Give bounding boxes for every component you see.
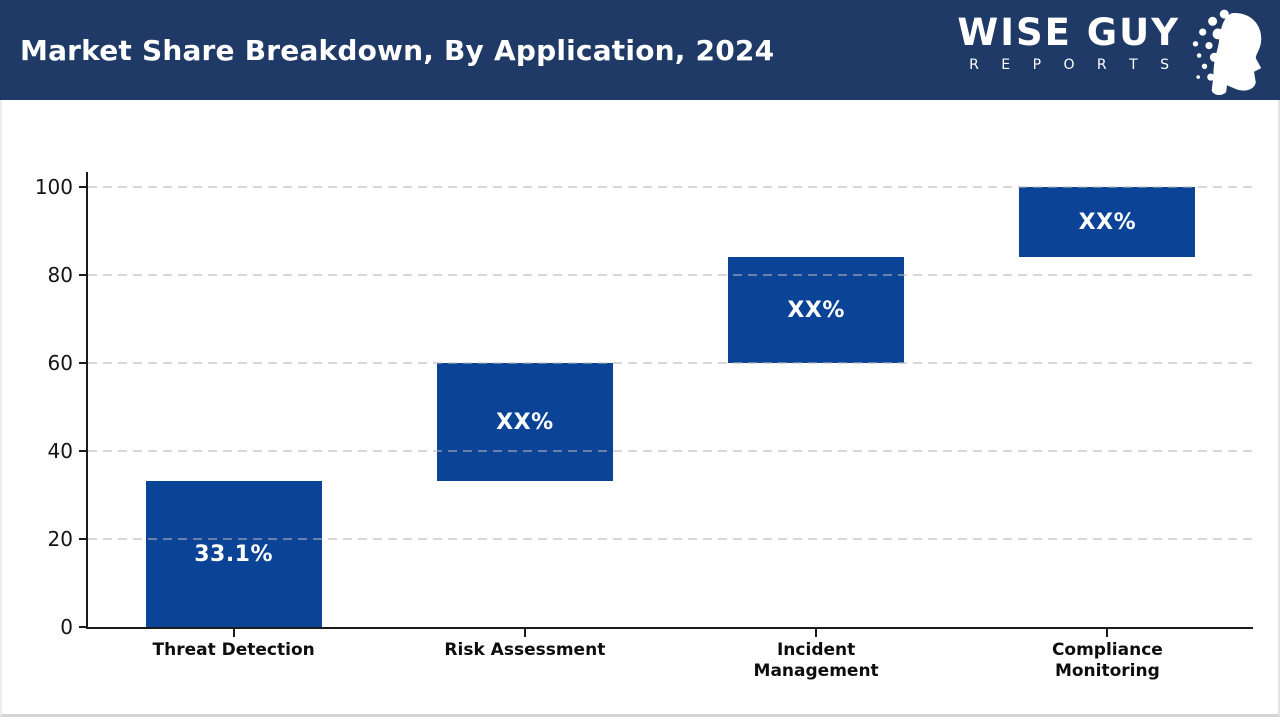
brand-logo: WISE GUY R E P O R T S (957, 14, 1180, 72)
brand-name: WISE GUY (957, 11, 1180, 54)
brand-subtitle: R E P O R T S (969, 57, 1178, 73)
brand-head-icon (1192, 9, 1262, 96)
chart-area (0, 100, 1280, 717)
header-bar: Market Share Breakdown, By Application, … (0, 0, 1280, 100)
page-title: Market Share Breakdown, By Application, … (20, 33, 775, 67)
